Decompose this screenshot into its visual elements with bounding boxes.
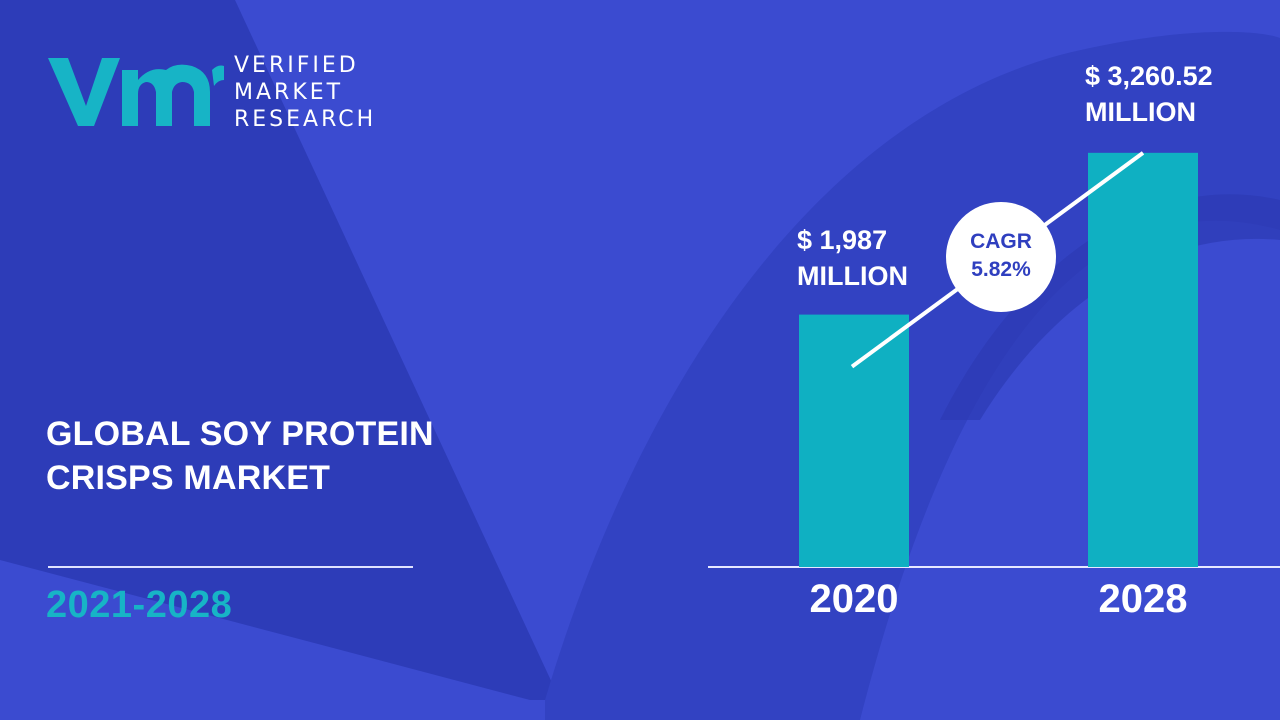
bar-2028 (1088, 152, 1198, 567)
report-title: GLOBAL SOY PROTEIN CRISPS MARKET (46, 412, 466, 500)
report-title-line: CRISPS MARKET (46, 459, 331, 497)
cagr-bubble: CAGR 5.82% (946, 202, 1056, 312)
brand-name-line: RESEARCH (234, 107, 377, 132)
value-amount-2020: $ 1,987 (797, 225, 888, 255)
brand-name-line: MARKET (234, 80, 344, 105)
bar-value-label-2028: $ 3,260.52 MILLION (1085, 58, 1213, 130)
x-tick-label-2020: 2020 (810, 577, 899, 621)
value-unit-2028: MILLION (1085, 97, 1196, 127)
cagr-label: CAGR (970, 230, 1032, 253)
brand-name-line: VERIFIED (234, 53, 359, 78)
vmr-logo-icon (48, 58, 224, 126)
bar-value-label-2020: $ 1,987 MILLION (797, 222, 908, 294)
brand-logo: VERIFIED MARKET RESEARCH (42, 48, 402, 138)
brand-name: VERIFIED MARKET RESEARCH (234, 52, 376, 133)
value-unit-2020: MILLION (797, 261, 908, 291)
report-title-line: GLOBAL SOY PROTEIN (46, 415, 434, 453)
value-amount-2028: $ 3,260.52 (1085, 61, 1213, 91)
background-v-left-stroke (0, 0, 560, 700)
cagr-value: 5.82% (971, 258, 1031, 281)
title-divider (48, 566, 413, 568)
bar-2020 (799, 314, 909, 567)
x-tick-label-2028: 2028 (1099, 577, 1188, 621)
forecast-period: 2021-2028 (46, 584, 233, 626)
